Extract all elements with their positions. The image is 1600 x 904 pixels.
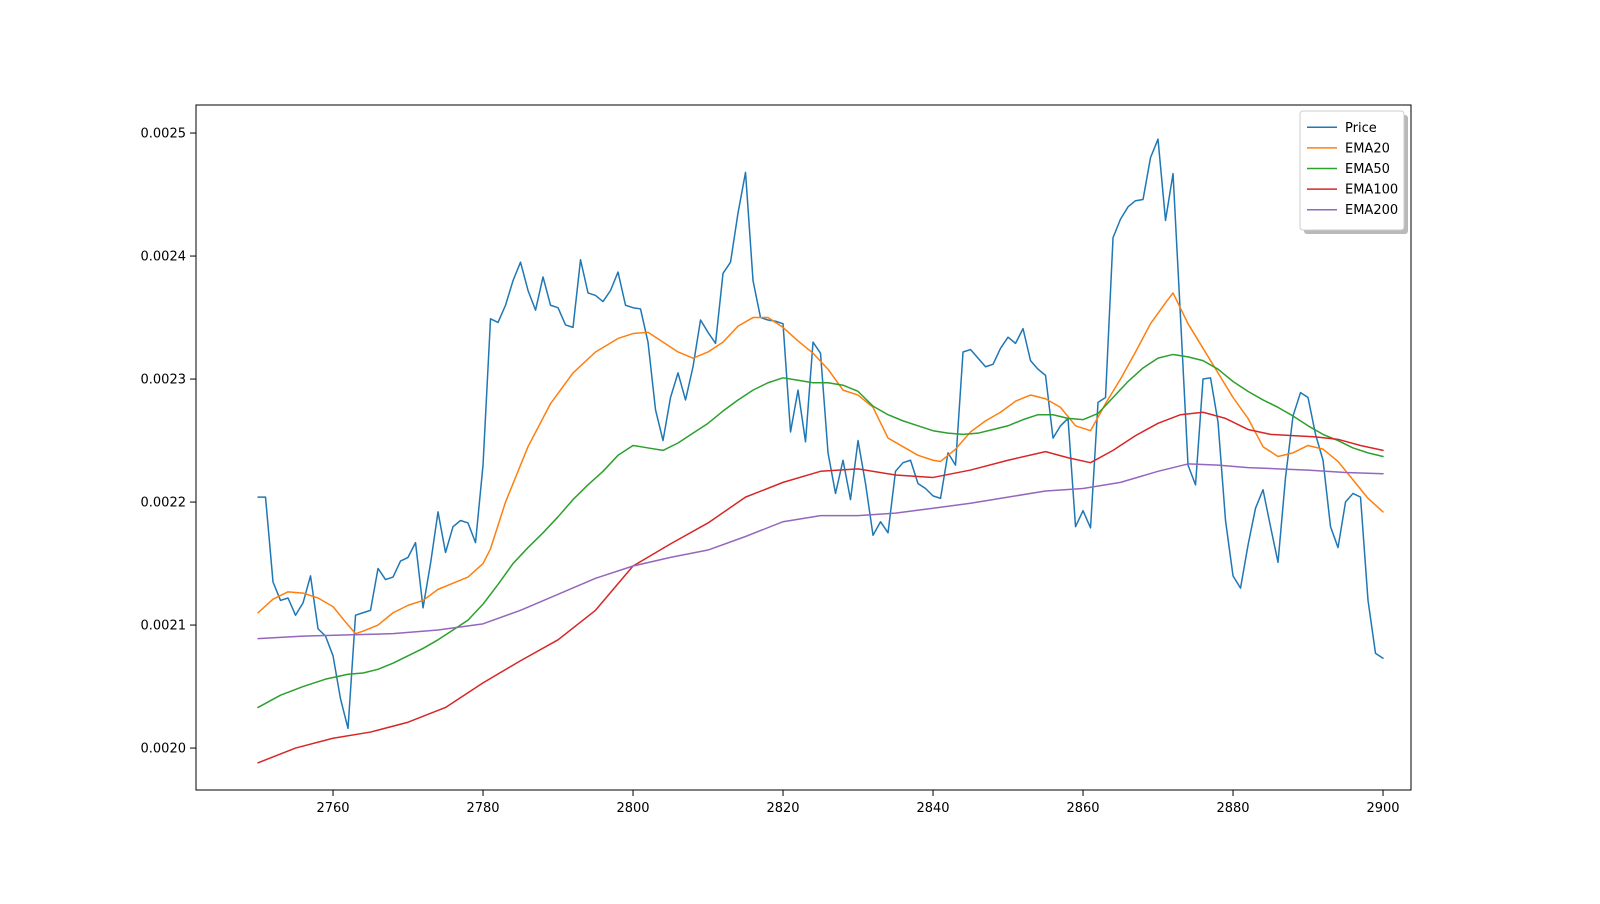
legend-label-ema100: EMA100: [1345, 183, 1398, 198]
y-tick-label: 0.0021: [141, 619, 187, 634]
y-tick-label: 0.0025: [141, 127, 187, 142]
legend-label-ema20: EMA20: [1345, 141, 1390, 156]
legend-box: [1299, 110, 1405, 231]
x-tick-label: 2820: [766, 801, 799, 816]
y-tick-label: 0.0022: [141, 496, 187, 511]
series-line-ema200: [257, 463, 1384, 640]
series-line-ema100: [257, 411, 1384, 764]
x-tick-label: 2840: [916, 801, 949, 816]
plot-area: [196, 105, 1411, 790]
y-tick-label: 0.0023: [141, 373, 187, 388]
x-tick-label: 2900: [1366, 801, 1399, 816]
legend-label-price: Price: [1345, 121, 1377, 136]
x-tick-label: 2860: [1066, 801, 1099, 816]
legend-label-ema50: EMA50: [1345, 162, 1390, 177]
x-tick-label: 2780: [466, 801, 499, 816]
x-tick-label: 2760: [316, 801, 349, 816]
legend-label-ema200: EMA200: [1345, 203, 1398, 218]
series-line-price: [257, 138, 1384, 730]
y-tick-label: 0.0024: [141, 250, 187, 265]
series-line-ema50: [257, 353, 1384, 709]
plot-frame: [195, 104, 1412, 791]
x-tick-label: 2800: [616, 801, 649, 816]
y-tick-label: 0.0020: [141, 742, 187, 757]
x-tick-label: 2880: [1216, 801, 1249, 816]
series-line-ema20: [257, 292, 1384, 635]
